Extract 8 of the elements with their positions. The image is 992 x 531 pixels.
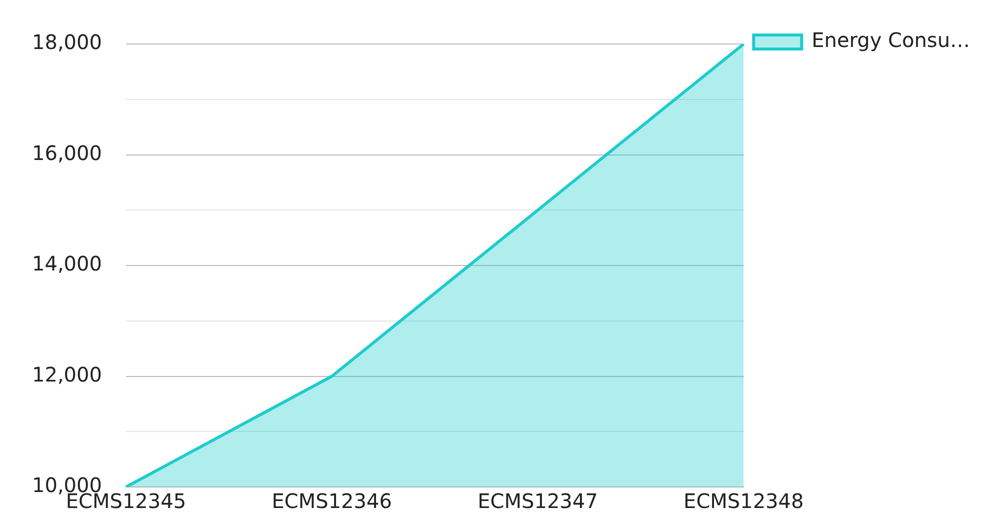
legend-label: Energy Consu…: [812, 28, 970, 52]
y-tick-label: 14,000: [32, 252, 102, 276]
x-tick-label: ECMS12346: [272, 489, 392, 514]
x-tick-label: ECMS12347: [478, 489, 598, 514]
y-tick-label: 16,000: [32, 140, 102, 165]
y-tick-label: 18,000: [32, 30, 102, 54]
x-tick-label: ECMS12348: [684, 489, 804, 514]
y-tick-label: 12,000: [32, 362, 102, 386]
